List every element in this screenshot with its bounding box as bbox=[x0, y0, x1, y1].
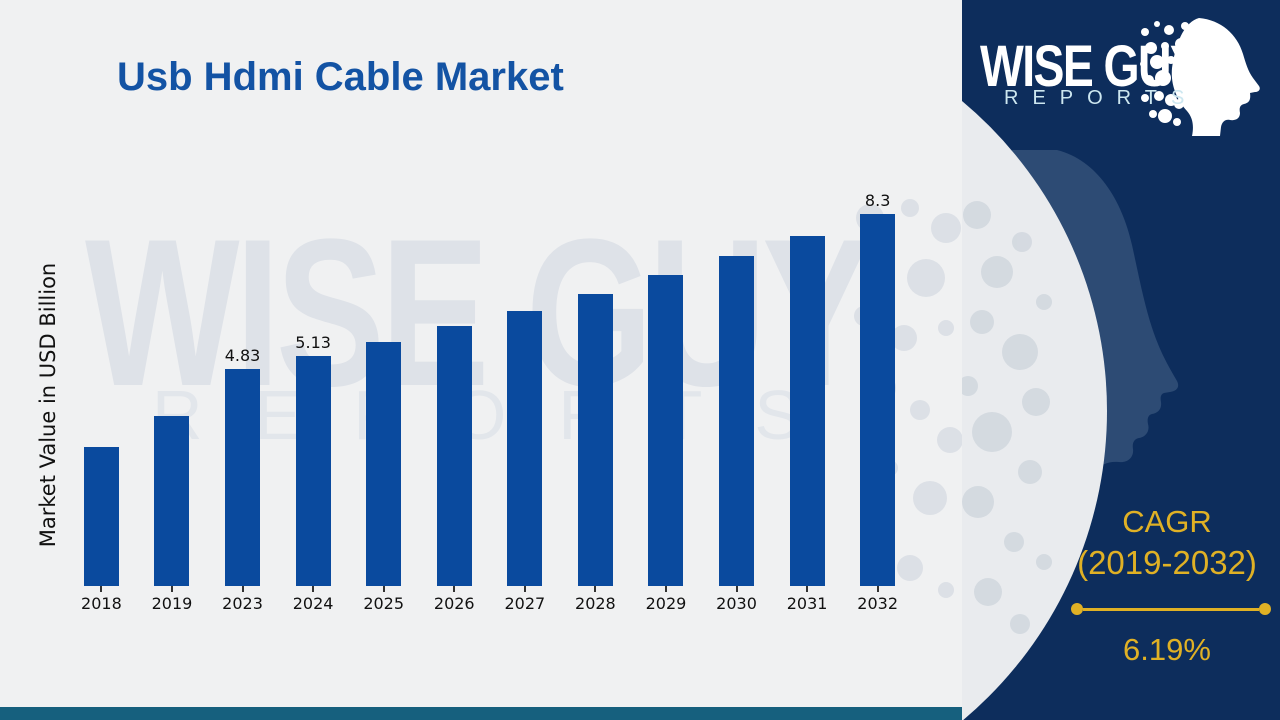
x-axis-tick bbox=[735, 586, 738, 592]
logo-face-icon bbox=[1140, 18, 1260, 136]
bar bbox=[507, 311, 543, 586]
x-axis-tick-label: 2030 bbox=[716, 594, 757, 613]
bar bbox=[789, 236, 825, 586]
y-axis-label: Market Value in USD Billion bbox=[36, 262, 60, 548]
logo-reports-text: REPORTS bbox=[1004, 87, 1199, 109]
x-axis-tick-label: 2031 bbox=[786, 594, 828, 613]
bar bbox=[295, 356, 331, 586]
x-axis-tick-label: 2019 bbox=[151, 594, 193, 613]
side-panel: WISE GUY REPORTS CAGR (2019-2032) 6.19% bbox=[962, 0, 1280, 720]
x-axis-tick bbox=[523, 586, 526, 592]
x-axis-tick bbox=[453, 586, 456, 592]
x-axis-tick-label: 2028 bbox=[575, 594, 616, 613]
watermark-reports: REPORTS bbox=[152, 376, 854, 454]
cagr-divider bbox=[1071, 603, 1271, 616]
page-title: Usb Hdmi Cable Market bbox=[117, 54, 564, 99]
x-axis-tick bbox=[806, 586, 809, 592]
divider-left-dot-icon bbox=[1071, 603, 1083, 616]
bar-value-label: 4.83 bbox=[224, 346, 261, 365]
bar-value-label: 5.13 bbox=[295, 333, 331, 352]
bar bbox=[154, 416, 190, 586]
bar bbox=[860, 214, 896, 586]
panel-artwork bbox=[962, 101, 1179, 720]
chart-region: WISE GUY REPORTS Usb Hdmi Cable Market M… bbox=[36, 54, 962, 613]
bar bbox=[577, 294, 613, 586]
cagr-block: CAGR (2019-2032) 6.19% bbox=[1057, 504, 1277, 668]
x-axis-tick-label: 2025 bbox=[363, 594, 405, 613]
logo-wordmark: WISE GUY bbox=[980, 34, 1201, 99]
cagr-range: (2019-2032) bbox=[1077, 544, 1257, 582]
x-axis-tick-label: 2027 bbox=[504, 594, 546, 613]
x-axis-tick bbox=[241, 586, 244, 592]
bar bbox=[366, 342, 402, 586]
divider-rule bbox=[1083, 607, 1259, 611]
bar bbox=[719, 256, 755, 586]
x-axis-tick-label: 2032 bbox=[857, 594, 899, 613]
x-axis-tick bbox=[100, 586, 103, 592]
x-axis-tick-label: 2024 bbox=[292, 594, 334, 613]
x-axis-tick-label: 2018 bbox=[81, 594, 122, 613]
cagr-value: 6.19% bbox=[1123, 632, 1211, 668]
cagr-label: CAGR bbox=[1122, 504, 1212, 539]
x-axis-tick bbox=[594, 586, 597, 592]
divider-right-dot-icon bbox=[1259, 603, 1271, 616]
bar bbox=[436, 326, 472, 586]
x-axis-tick bbox=[312, 586, 315, 592]
x-axis-tick bbox=[664, 586, 667, 592]
bar bbox=[83, 447, 119, 586]
bar bbox=[225, 369, 261, 586]
x-axis-tick-label: 2023 bbox=[222, 594, 263, 613]
x-axis-tick bbox=[382, 586, 385, 592]
x-axis-tick-label: 2026 bbox=[433, 594, 475, 613]
bar bbox=[648, 275, 684, 586]
x-axis-tick-label: 2029 bbox=[645, 594, 687, 613]
bar-value-label: 8.3 bbox=[864, 191, 891, 210]
bottom-accent-bar bbox=[0, 707, 962, 720]
x-axis-tick bbox=[876, 586, 879, 592]
x-axis-tick bbox=[170, 586, 173, 592]
panel-circle-dots-icon bbox=[962, 201, 1052, 634]
